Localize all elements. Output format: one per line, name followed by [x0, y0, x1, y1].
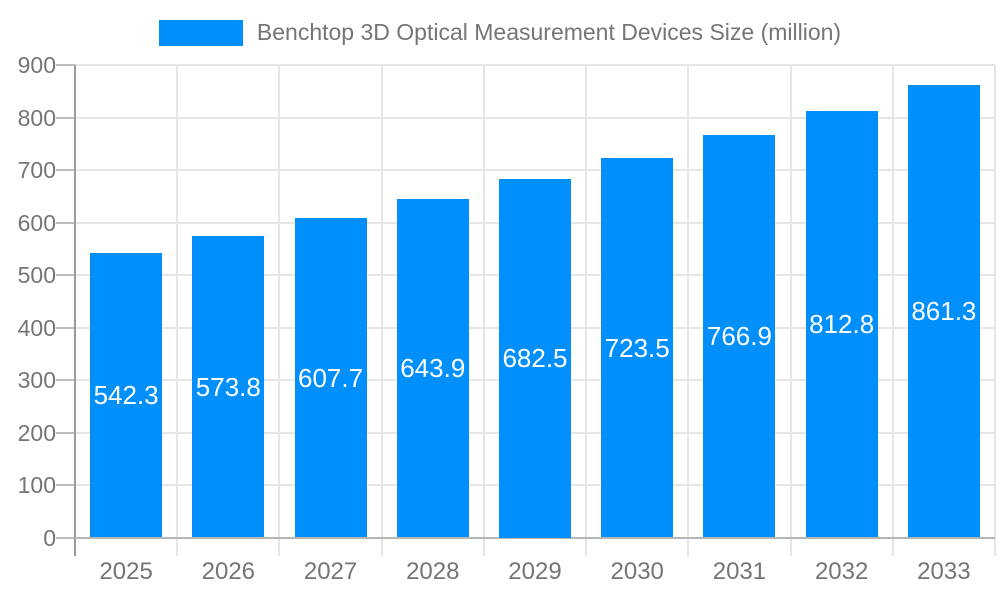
x-axis-label: 2031: [712, 558, 767, 585]
bar[interactable]: [601, 157, 674, 538]
y-axis-label: 700: [17, 157, 56, 183]
y-axis-label: 300: [17, 367, 56, 393]
x-gridline: [176, 65, 179, 556]
x-axis-label: 2033: [917, 558, 971, 585]
bar[interactable]: [805, 110, 878, 538]
x-gridline: [585, 65, 588, 556]
y-axis-label: 800: [17, 104, 56, 131]
bar-value-label: 682.5: [502, 343, 568, 374]
x-gridline: [994, 65, 996, 556]
bar-value-label: 812.8: [809, 309, 875, 340]
bar-value-label: 607.7: [298, 362, 364, 393]
y-tick: [56, 274, 75, 276]
bar[interactable]: [499, 179, 571, 538]
x-axis-label: 2030: [610, 558, 664, 585]
bar[interactable]: [907, 85, 980, 538]
x-axis-line: [75, 536, 995, 539]
bar-value-label: 766.9: [706, 321, 772, 352]
legend-swatch: [158, 19, 243, 46]
x-gridline: [687, 65, 690, 556]
y-axis-label: 0: [43, 524, 56, 551]
bar-value-label: 861.3: [911, 296, 977, 327]
y-axis-label: 500: [17, 262, 56, 288]
y-gridline: [75, 64, 995, 66]
bar[interactable]: [192, 236, 265, 538]
y-tick: [56, 379, 75, 381]
y-axis-label: 600: [17, 209, 56, 236]
x-gridline: [789, 65, 792, 556]
bar[interactable]: [396, 199, 469, 538]
bar-value-label: 723.5: [604, 332, 670, 363]
bar-value-label: 643.9: [400, 353, 466, 384]
bar[interactable]: [90, 252, 163, 538]
bar[interactable]: [294, 218, 367, 538]
y-tick: [56, 116, 75, 119]
x-axis-label: 2032: [814, 558, 869, 585]
bar[interactable]: [703, 134, 776, 538]
x-axis-label: 2027: [303, 558, 358, 585]
legend[interactable]: Benchtop 3D Optical Measurement Devices …: [0, 19, 1000, 46]
y-gridline: [75, 169, 995, 171]
y-gridline: [75, 116, 995, 119]
y-axis-label: 400: [17, 314, 56, 341]
y-tick: [56, 484, 75, 486]
legend-label: Benchtop 3D Optical Measurement Devices …: [256, 19, 842, 45]
bar-value-label: 542.3: [93, 380, 159, 411]
x-gridline: [278, 65, 281, 556]
x-gridline: [380, 65, 383, 556]
x-axis-label: 2026: [201, 558, 256, 585]
y-axis-label: 200: [17, 419, 56, 446]
x-gridline: [891, 65, 894, 556]
x-gridline: [482, 65, 485, 556]
bar-value-label: 573.8: [195, 371, 261, 402]
y-tick: [56, 221, 75, 224]
y-axis-line: [74, 65, 76, 556]
x-axis-label: 2029: [508, 558, 562, 585]
y-axis-label: 100: [17, 472, 56, 498]
x-axis-label: 2028: [406, 558, 460, 585]
x-axis-label: 2025: [99, 558, 153, 585]
y-axis-label: 900: [17, 52, 56, 78]
y-tick: [56, 326, 75, 329]
y-tick: [56, 536, 75, 539]
y-tick: [56, 431, 75, 434]
y-tick: [56, 169, 75, 171]
y-tick: [56, 64, 75, 66]
